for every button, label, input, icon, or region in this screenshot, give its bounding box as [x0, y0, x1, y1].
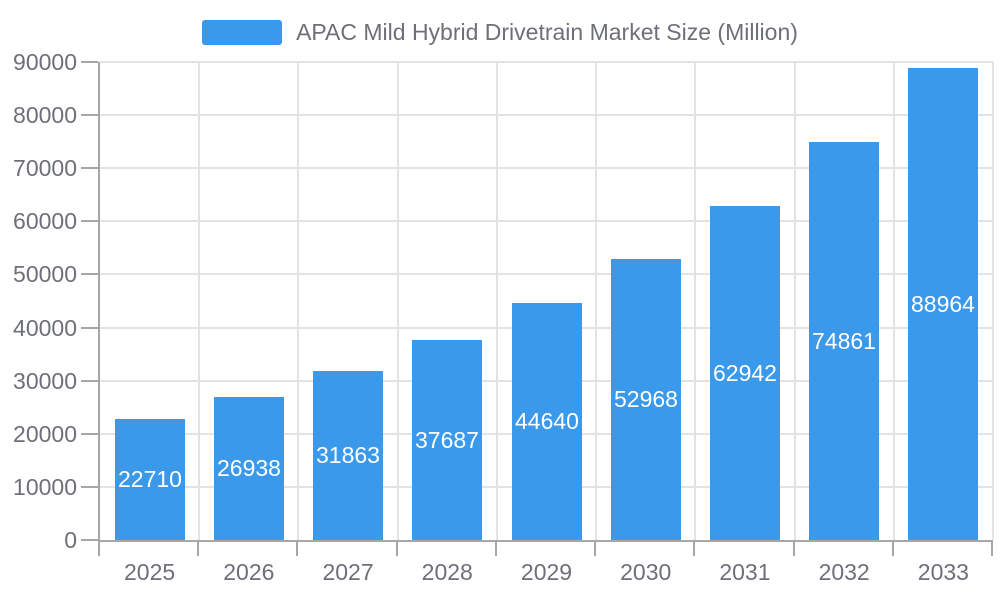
x-axis-label-2025: 2025: [124, 559, 176, 585]
y-axis-label-90000: 90000: [13, 49, 77, 75]
y-axis-tick: [81, 61, 98, 63]
bar-2025[interactable]: 22710: [115, 419, 185, 540]
bar-value-label: 52968: [614, 386, 678, 412]
y-axis-tick: [81, 379, 98, 382]
y-axis-label-50000: 50000: [13, 261, 77, 288]
y-axis-tick: [81, 114, 98, 117]
x-axis-label-2029: 2029: [520, 559, 573, 585]
x-axis-label-2027: 2027: [322, 559, 374, 585]
y-axis-tick: [81, 273, 98, 276]
x-axis-tick: [296, 540, 299, 556]
y-axis-label-40000: 40000: [13, 314, 77, 341]
y-axis-tick: [81, 432, 98, 435]
gridline-vertical: [396, 62, 399, 540]
gridline-vertical: [694, 62, 697, 540]
x-axis-label-2033: 2033: [917, 559, 969, 585]
x-axis-label-2031: 2031: [719, 559, 771, 585]
y-axis-label-80000: 80000: [13, 102, 77, 129]
bar-value-label: 31863: [316, 442, 380, 468]
gridline-horizontal: [100, 114, 993, 117]
x-axis-tick: [792, 540, 795, 556]
bar-value-label: 88964: [911, 290, 975, 317]
x-axis-tick: [891, 540, 894, 556]
x-axis-label-2028: 2028: [421, 559, 473, 585]
gridline-vertical: [793, 62, 796, 540]
bar-2031[interactable]: 62942: [710, 206, 780, 540]
bar-2032[interactable]: 74861: [809, 142, 879, 540]
x-axis-tick: [494, 540, 497, 556]
bar-value-label: 37687: [415, 426, 479, 453]
y-axis-label-20000: 20000: [13, 420, 77, 447]
bar-value-label: 26938: [217, 455, 281, 481]
x-axis-tick: [693, 540, 696, 556]
x-axis-label-2030: 2030: [620, 559, 672, 585]
y-axis-line: [98, 62, 100, 540]
bar-2026[interactable]: 26938: [214, 397, 284, 540]
bar-2030[interactable]: 52968: [611, 259, 681, 540]
bar-2028[interactable]: 37687: [412, 340, 482, 540]
y-axis-label-10000: 10000: [13, 473, 77, 500]
legend[interactable]: APAC Mild Hybrid Drivetrain Market Size …: [0, 19, 1000, 46]
x-axis-tick: [98, 540, 100, 556]
y-axis-label-70000: 70000: [13, 155, 77, 182]
x-axis-label-2026: 2026: [223, 559, 275, 585]
y-axis-label-0: 0: [64, 527, 77, 553]
y-axis-tick: [81, 167, 98, 170]
gridline-vertical: [495, 62, 498, 540]
y-axis-tick: [81, 539, 98, 541]
gridline-horizontal: [100, 273, 993, 276]
bar-value-label: 22710: [118, 466, 182, 492]
bar-2033[interactable]: 88964: [908, 68, 978, 540]
gridline-horizontal: [100, 167, 993, 170]
x-axis-tick: [197, 540, 200, 556]
x-axis-tick: [594, 540, 597, 556]
bar-value-label: 62942: [713, 359, 777, 386]
gridline-vertical: [198, 62, 201, 540]
gridline-vertical: [892, 62, 895, 540]
y-axis-tick: [81, 485, 98, 488]
x-axis-label-2032: 2032: [818, 559, 870, 585]
gridline-vertical: [992, 62, 994, 540]
legend-swatch: [202, 20, 283, 45]
gridline-vertical: [595, 62, 598, 540]
bar-value-label: 74861: [812, 327, 876, 354]
gridline-vertical: [297, 62, 300, 540]
x-axis-line: [98, 540, 993, 542]
gridline-horizontal: [100, 61, 993, 63]
bar-value-label: 44640: [515, 408, 579, 434]
x-axis-tick: [395, 540, 398, 556]
bar-2027[interactable]: 31863: [313, 371, 383, 540]
bar-2029[interactable]: 44640: [512, 303, 582, 540]
legend-label: APAC Mild Hybrid Drivetrain Market Size …: [296, 19, 798, 45]
y-axis-tick: [81, 326, 98, 329]
y-axis-label-30000: 30000: [13, 367, 77, 394]
y-axis-tick: [81, 220, 98, 223]
y-axis-label-60000: 60000: [13, 208, 77, 235]
gridline-horizontal: [100, 220, 993, 223]
x-axis-tick: [991, 540, 993, 556]
